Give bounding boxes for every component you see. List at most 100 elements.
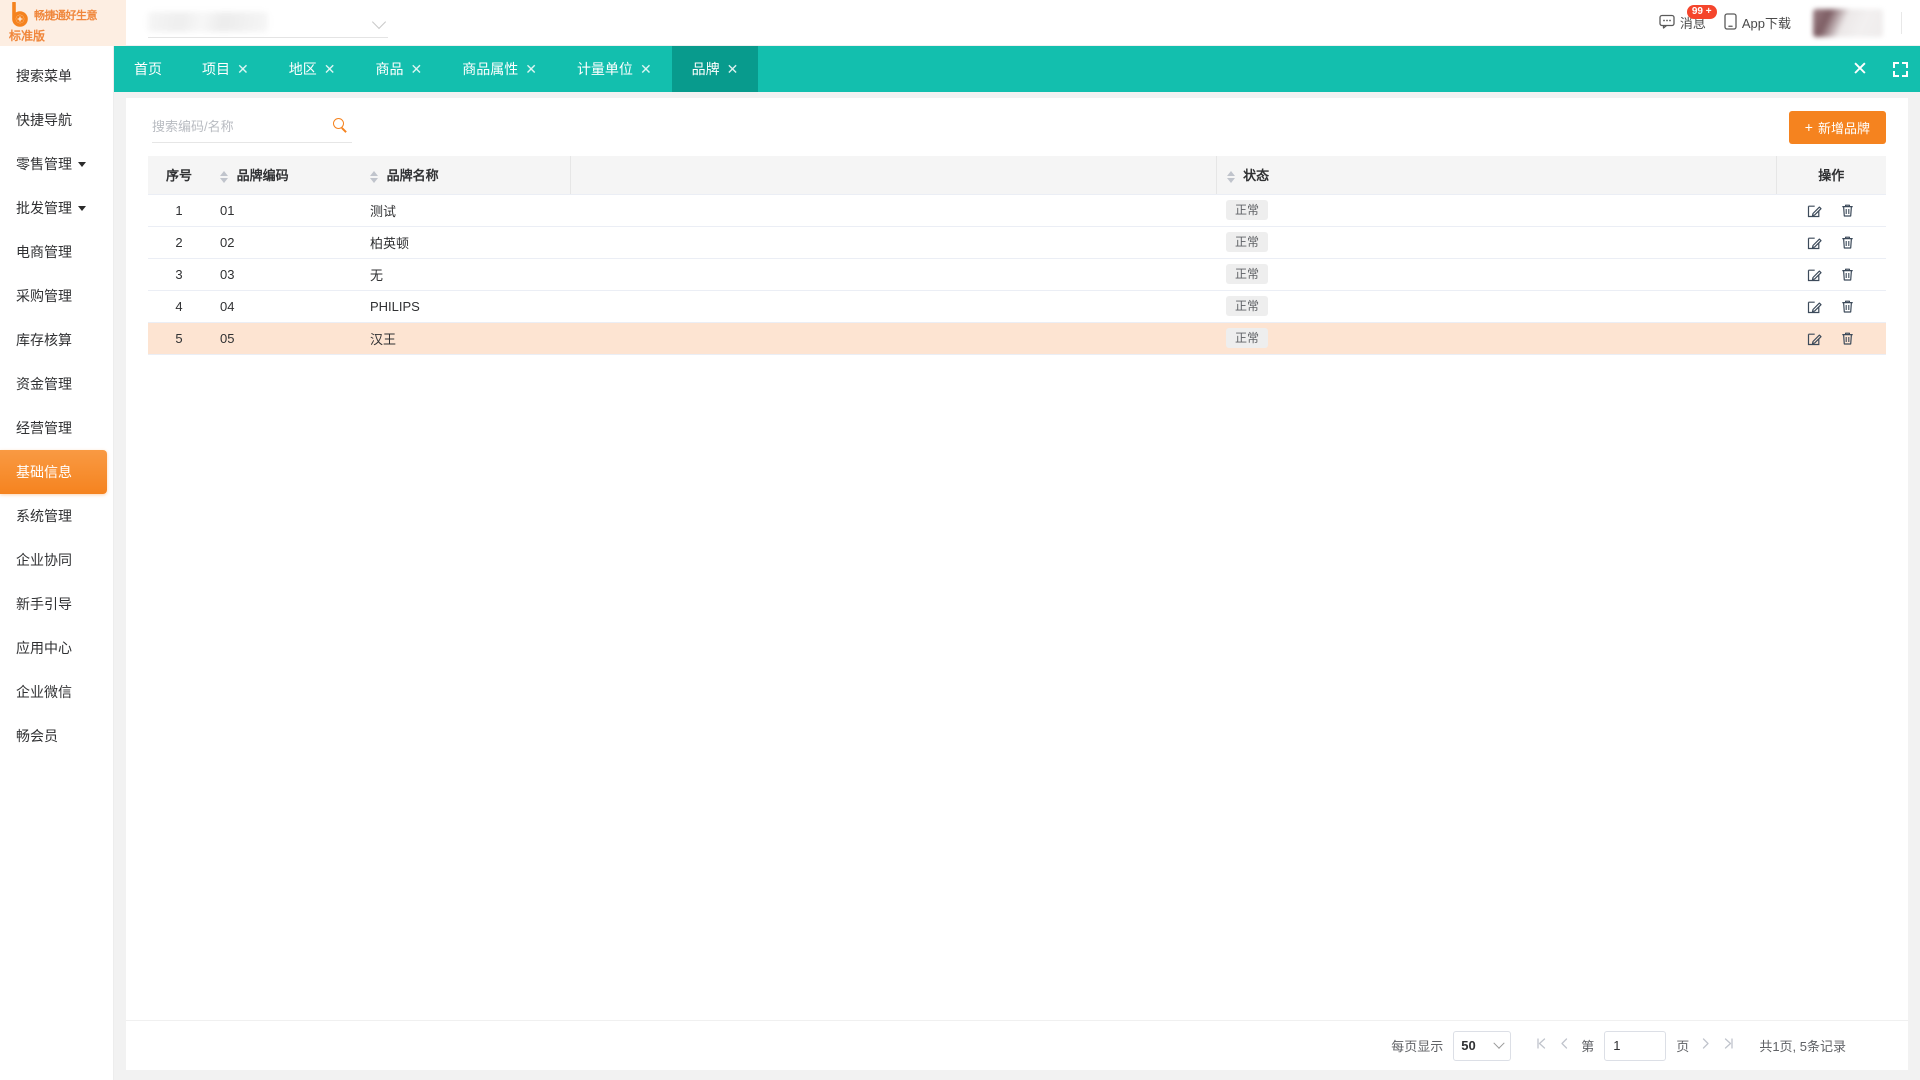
next-page-icon[interactable] xyxy=(1699,1037,1712,1054)
sidebar-item-1[interactable]: 快捷导航 xyxy=(0,98,113,142)
prev-page-icon[interactable] xyxy=(1558,1037,1571,1054)
message-button[interactable]: 消息 99 + xyxy=(1659,5,1717,32)
col-header-status[interactable]: 状态 xyxy=(1216,156,1776,195)
search-input[interactable] xyxy=(152,111,322,142)
tab-close-icon[interactable]: ✕ xyxy=(525,61,537,77)
mobile-app-icon xyxy=(1724,12,1737,33)
sort-icon[interactable] xyxy=(370,170,378,183)
sidebar-item-13[interactable]: 应用中心 xyxy=(0,626,113,670)
sidebar-item-label: 畅会员 xyxy=(16,728,58,744)
edit-icon[interactable] xyxy=(1807,235,1822,250)
tab-product[interactable]: 商品 ✕ xyxy=(355,46,442,92)
cell-operations xyxy=(1776,322,1886,355)
page-suffix: 页 xyxy=(1676,1039,1690,1054)
sidebar-item-0[interactable]: 搜索菜单 xyxy=(0,54,113,98)
sort-icon[interactable] xyxy=(220,170,228,183)
cell-brand-code: 05 xyxy=(210,322,360,355)
brand-table-container: 序号 品牌编码 品牌名称 xyxy=(126,156,1908,1020)
sidebar-item-12[interactable]: 新手引导 xyxy=(0,582,113,626)
delete-icon[interactable] xyxy=(1840,235,1855,250)
sidebar-item-4[interactable]: 电商管理 xyxy=(0,230,113,274)
per-page-select[interactable]: 50 xyxy=(1453,1030,1512,1061)
edit-icon[interactable] xyxy=(1807,331,1822,346)
table-row[interactable]: 3 03 无 正常 xyxy=(148,258,1886,291)
edit-icon[interactable] xyxy=(1807,203,1822,218)
tab-unit[interactable]: 计量单位 ✕ xyxy=(557,46,672,92)
edit-icon[interactable] xyxy=(1807,299,1822,314)
tab-label: 商品 xyxy=(375,61,404,77)
fullscreen-icon[interactable] xyxy=(1880,46,1920,92)
sidebar-item-label: 企业微信 xyxy=(16,684,72,700)
chevron-down-icon xyxy=(371,14,387,29)
sidebar-item-15[interactable]: 畅会员 xyxy=(0,714,113,758)
status-badge: 正常 xyxy=(1226,232,1269,252)
avatar[interactable] xyxy=(1813,8,1883,37)
last-page-icon[interactable] xyxy=(1722,1037,1735,1054)
delete-icon[interactable] xyxy=(1840,203,1855,218)
tab-close-icon[interactable]: ✕ xyxy=(323,61,336,77)
sidebar-item-5[interactable]: 采购管理 xyxy=(0,274,113,318)
delete-icon[interactable] xyxy=(1840,267,1855,282)
content-area: + 新增品牌 序号 品牌编码 xyxy=(114,92,1920,1080)
sidebar-item-14[interactable]: 企业微信 xyxy=(0,670,113,714)
tab-label: 商品属性 xyxy=(462,61,519,77)
app-download-button[interactable]: App下载 xyxy=(1724,12,1791,33)
sidebar-item-10[interactable]: 系统管理 xyxy=(0,494,113,538)
tab-product-attribute[interactable]: 商品属性 ✕ xyxy=(442,46,557,92)
cell-index: 4 xyxy=(148,290,210,323)
brand-panel: + 新增品牌 序号 品牌编码 xyxy=(126,98,1908,1070)
cell-status: 正常 xyxy=(1216,258,1776,291)
cell-status: 正常 xyxy=(1216,194,1776,227)
sidebar-item-2[interactable]: 零售管理 xyxy=(0,142,113,186)
brand-table: 序号 品牌编码 品牌名称 xyxy=(148,156,1886,355)
table-row[interactable]: 5 05 汉王 正常 xyxy=(148,322,1886,355)
brand-logo-icon xyxy=(8,1,30,28)
delete-icon[interactable] xyxy=(1840,299,1855,314)
cell-brand-code: 03 xyxy=(210,258,360,291)
tab-brand[interactable]: 品牌 ✕ xyxy=(671,46,759,92)
tab-close-icon[interactable]: ✕ xyxy=(639,61,652,77)
sidebar-item-label: 电商管理 xyxy=(16,244,72,260)
sidebar-item-8[interactable]: 经营管理 xyxy=(0,406,113,450)
page-input[interactable] xyxy=(1604,1030,1667,1061)
status-badge: 正常 xyxy=(1226,264,1269,284)
sidebar-item-label: 批发管理 xyxy=(16,200,72,216)
col-header-brand-name[interactable]: 品牌名称 xyxy=(360,156,571,195)
col-header-index[interactable]: 序号 xyxy=(148,156,210,195)
cell-spacer xyxy=(570,322,1216,355)
cell-brand-name: 柏英顿 xyxy=(360,226,570,259)
add-brand-label: 新增品牌 xyxy=(1817,120,1870,136)
org-selector-value xyxy=(148,11,268,32)
cell-status: 正常 xyxy=(1216,322,1776,355)
sidebar-item-basic-info[interactable]: 基础信息 xyxy=(0,450,107,494)
tab-project[interactable]: 项目 ✕ xyxy=(182,46,269,92)
sidebar-item-label: 资金管理 xyxy=(16,376,72,392)
delete-icon[interactable] xyxy=(1840,331,1855,346)
search-box[interactable] xyxy=(152,111,352,143)
sidebar-item-7[interactable]: 资金管理 xyxy=(0,362,113,406)
tab-home[interactable]: 首页 xyxy=(114,46,182,92)
sidebar-item-label: 应用中心 xyxy=(16,640,72,656)
add-brand-button[interactable]: + 新增品牌 xyxy=(1788,110,1886,144)
sidebar-item-3[interactable]: 批发管理 xyxy=(0,186,113,230)
sidebar-item-11[interactable]: 企业协同 xyxy=(0,538,113,582)
table-row[interactable]: 1 01 测试 正常 xyxy=(148,194,1886,227)
tab-region[interactable]: 地区 ✕ xyxy=(269,46,356,92)
tab-close-icon[interactable]: ✕ xyxy=(237,61,249,77)
col-header-brand-code[interactable]: 品牌编码 xyxy=(210,156,360,195)
close-icon[interactable]: ✕ xyxy=(1840,46,1880,92)
cell-index: 2 xyxy=(148,226,210,259)
sort-icon[interactable] xyxy=(1226,170,1235,183)
tab-close-icon[interactable]: ✕ xyxy=(726,61,739,77)
table-row[interactable]: 2 02 柏英顿 正常 xyxy=(148,226,1886,259)
tab-close-icon[interactable]: ✕ xyxy=(410,61,423,77)
sidebar-item-6[interactable]: 库存核算 xyxy=(0,318,113,362)
first-page-icon[interactable] xyxy=(1535,1037,1548,1054)
brand-logo-row: 畅捷通好生意 xyxy=(8,1,126,28)
edit-icon[interactable] xyxy=(1807,267,1822,282)
cell-spacer xyxy=(570,290,1216,323)
org-selector[interactable] xyxy=(148,8,388,38)
table-row[interactable]: 4 04 PHILIPS 正常 xyxy=(148,290,1886,323)
brand-logo[interactable]: 畅捷通好生意 标准版 xyxy=(0,0,126,46)
search-icon[interactable] xyxy=(333,118,348,133)
